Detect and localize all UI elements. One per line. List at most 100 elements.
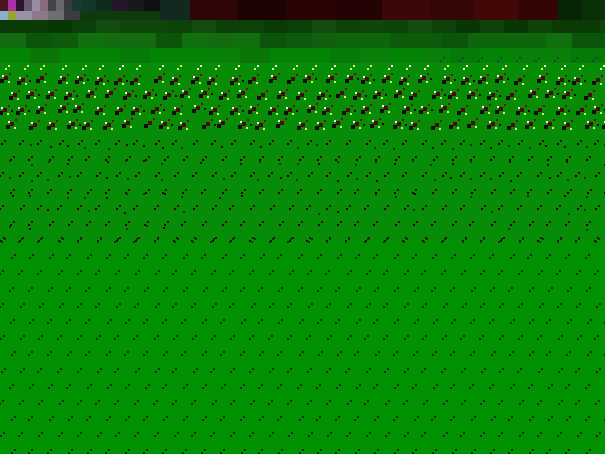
horizon-band-cell [264,20,288,33]
status-strip-block [238,0,286,20]
status-strip-block [160,0,190,20]
status-strip-block [48,11,64,20]
status-strip-block [112,0,128,11]
horizon-band-cell [552,20,576,33]
horizon-band-cell [240,48,270,63]
horizon-band-cell [360,48,390,63]
horizon-band-cell [312,20,336,33]
horizon-band-cell [78,33,104,48]
horizon-band-cell [156,33,182,48]
horizon-band-cell [26,33,52,48]
horizon-band-cell [546,33,572,48]
status-strip-block [8,0,16,11]
horizon-band-cell [450,48,480,63]
horizon-band-cell [600,20,605,33]
horizon-band-cell [144,20,168,33]
horizon-band-cell [456,20,480,33]
horizon-band-cell [360,20,384,33]
horizon-band-cell [288,20,312,33]
horizon-band-cell [52,33,78,48]
horizon-band [0,48,605,63]
horizon-band-cell [312,33,338,48]
horizon-band-cell [510,48,540,63]
status-strip-block [96,0,112,11]
horizon-band-cell [96,20,120,33]
status-strip-block [582,0,605,20]
status-strip-block [32,11,48,20]
status-strip-block [128,0,144,11]
horizon-band-cell [168,20,192,33]
horizon-band-cell [442,33,468,48]
horizon-band-cell [338,33,364,48]
horizon-band-cell [104,33,130,48]
status-strip-block [286,0,334,20]
horizon-band-cell [60,48,90,63]
status-strip-block [82,0,96,11]
status-strip-block [474,0,518,20]
status-strip-block [16,11,32,20]
horizon-band-cell [0,48,30,63]
status-strip-block [0,0,8,11]
status-strip-block [56,0,64,11]
horizon-band-cell [540,48,570,63]
status-strip-block [16,0,24,11]
horizon-band-cell [90,48,120,63]
status-strip-block [558,0,582,20]
status-strip-block [40,0,48,11]
horizon-band-cell [72,20,96,33]
horizon-band-cell [480,20,504,33]
horizon-band-cell [208,33,234,48]
horizon-band-cell [24,20,48,33]
horizon-band [0,33,605,48]
horizon-band-cell [192,20,216,33]
status-strip-block [0,11,8,20]
horizon-band-cell [240,20,264,33]
horizon-band-cell [364,33,390,48]
horizon-band-cell [336,20,360,33]
horizon-band-cell [520,33,546,48]
status-strip-block [32,0,40,11]
horizon-band-cell [130,33,156,48]
horizon-band-cell [390,33,416,48]
horizon-band-cell [528,20,552,33]
status-strip-block [72,0,82,11]
horizon-band-cell [286,33,312,48]
status-strip-block [80,11,160,20]
horizon-band-cell [300,48,330,63]
horizon-band-cell [210,48,240,63]
horizon-band-cell [416,33,442,48]
horizon-band-cell [494,33,520,48]
horizon-band-cell [270,48,300,63]
horizon-band-cell [182,33,208,48]
status-strip-block [334,0,382,20]
status-strip-block [48,0,56,11]
status-strip-block [518,0,558,20]
horizon-band-cell [504,20,528,33]
horizon-band-cell [150,48,180,63]
field-band [0,240,605,454]
horizon-band-cell [30,48,60,63]
horizon-band-cell [48,20,72,33]
horizon-band-cell [576,20,600,33]
horizon-band-cell [260,33,286,48]
horizon-band-cell [598,33,605,48]
status-strip-block [8,11,16,20]
field-band [0,63,605,240]
status-strip-block [430,0,474,20]
horizon-band-cell [390,48,420,63]
horizon-band-cell [120,48,150,63]
status-strip-block [64,11,80,20]
horizon-band-cell [480,48,510,63]
horizon-band-cell [432,20,456,33]
horizon-band-cell [180,48,210,63]
status-strip-block [144,0,160,11]
status-strip-block [24,0,32,11]
horizon-band-cell [216,20,240,33]
horizon-band-cell [0,20,24,33]
horizon-band-cell [420,48,450,63]
horizon-band-cell [572,33,598,48]
status-strip-block [190,0,238,20]
horizon-band-cell [384,20,408,33]
horizon-band-cell [120,20,144,33]
